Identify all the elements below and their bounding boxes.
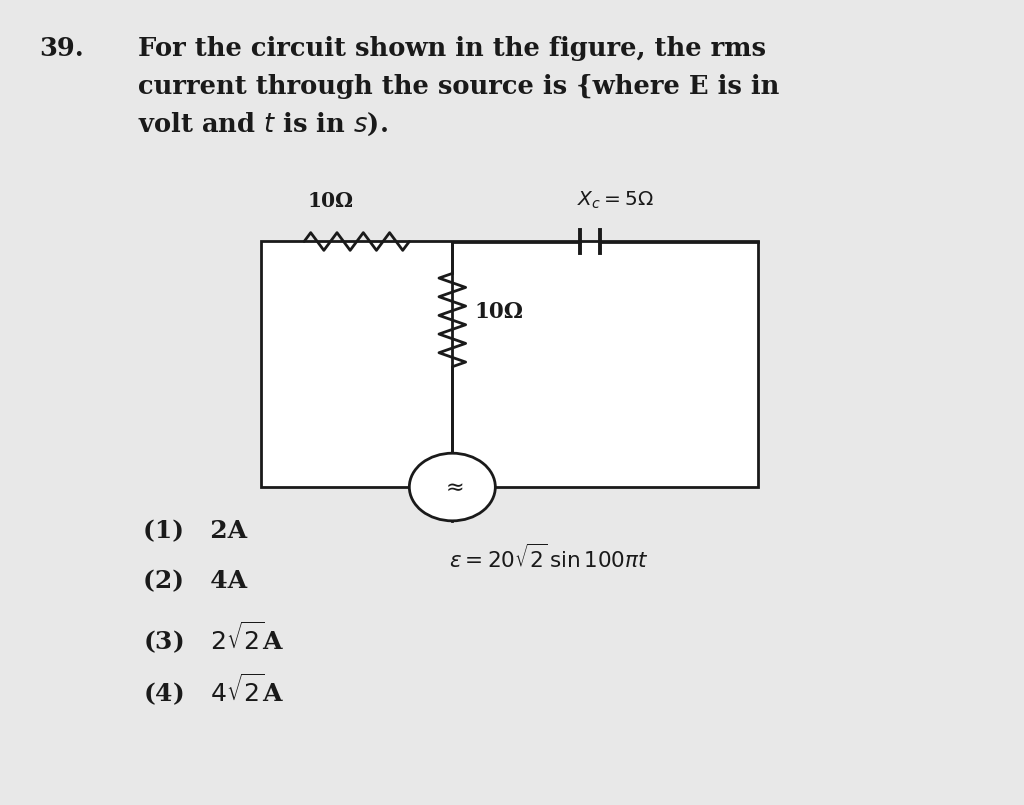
Text: current through the source is {where E is in: current through the source is {where E i… [138,74,779,99]
Text: (3)   $2\sqrt{2}$A: (3) $2\sqrt{2}$A [143,620,285,655]
Bar [261,242,758,487]
Text: 10Ω: 10Ω [307,191,353,211]
Text: (2)   4A: (2) 4A [143,569,248,593]
Circle shape [410,453,496,521]
Text: 10Ω: 10Ω [475,301,524,323]
Text: (1)   2A: (1) 2A [143,519,248,543]
Text: volt and $t$ is in $s$).: volt and $t$ is in $s$). [138,111,388,138]
Text: (4)   $4\sqrt{2}$A: (4) $4\sqrt{2}$A [143,672,285,708]
Text: 39.: 39. [39,36,84,61]
Text: $\varepsilon = 20\sqrt{2}\,\sin 100\pi t$: $\varepsilon = 20\sqrt{2}\,\sin 100\pi t… [450,545,649,573]
Text: $\approx$: $\approx$ [441,477,464,497]
Text: For the circuit shown in the figure, the rms: For the circuit shown in the figure, the… [138,36,766,61]
Text: $X_c = 5\Omega$: $X_c = 5\Omega$ [577,190,653,211]
